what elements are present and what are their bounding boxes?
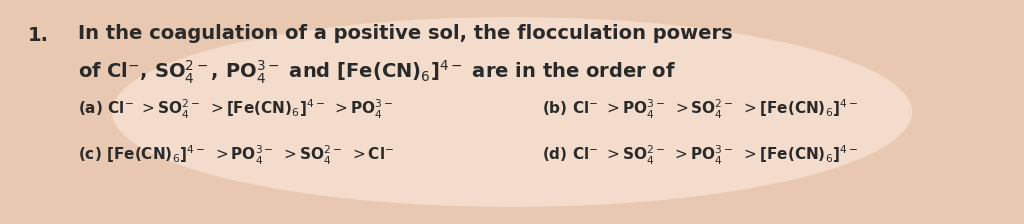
Text: 1.: 1. <box>28 26 49 45</box>
Ellipse shape <box>112 17 912 207</box>
Text: (d) Cl$^{-}$ $>$SO$^{2-}_{4}$ $>$PO$^{3-}_{4}$ $>$[Fe(CN)$_{6}$]$^{4-}$: (d) Cl$^{-}$ $>$SO$^{2-}_{4}$ $>$PO$^{3-… <box>542 144 858 167</box>
Text: of Cl$^{-}$, SO$^{2-}_{4}$, PO$^{3-}_{4}$ and [Fe(CN)$_{6}$]$^{4-}$ are in the o: of Cl$^{-}$, SO$^{2-}_{4}$, PO$^{3-}_{4}… <box>78 59 676 86</box>
Text: (b) Cl$^{-}$ $>$PO$^{3-}_{4}$ $>$SO$^{2-}_{4}$ $>$[Fe(CN)$_{6}$]$^{4-}$: (b) Cl$^{-}$ $>$PO$^{3-}_{4}$ $>$SO$^{2-… <box>542 98 858 121</box>
Text: (c) [Fe(CN)$_{6}$]$^{4-}$ $>$PO$^{3-}_{4}$ $>$SO$^{2-}_{4}$ $>$Cl$^{-}$: (c) [Fe(CN)$_{6}$]$^{4-}$ $>$PO$^{3-}_{4… <box>78 144 394 167</box>
Text: In the coagulation of a positive sol, the flocculation powers: In the coagulation of a positive sol, th… <box>78 24 732 43</box>
Text: (a) Cl$^{-}$ $>$SO$^{2-}_{4}$ $>$[Fe(CN)$_{6}$]$^{4-}$ $>$PO$^{3-}_{4}$: (a) Cl$^{-}$ $>$SO$^{2-}_{4}$ $>$[Fe(CN)… <box>78 98 393 121</box>
